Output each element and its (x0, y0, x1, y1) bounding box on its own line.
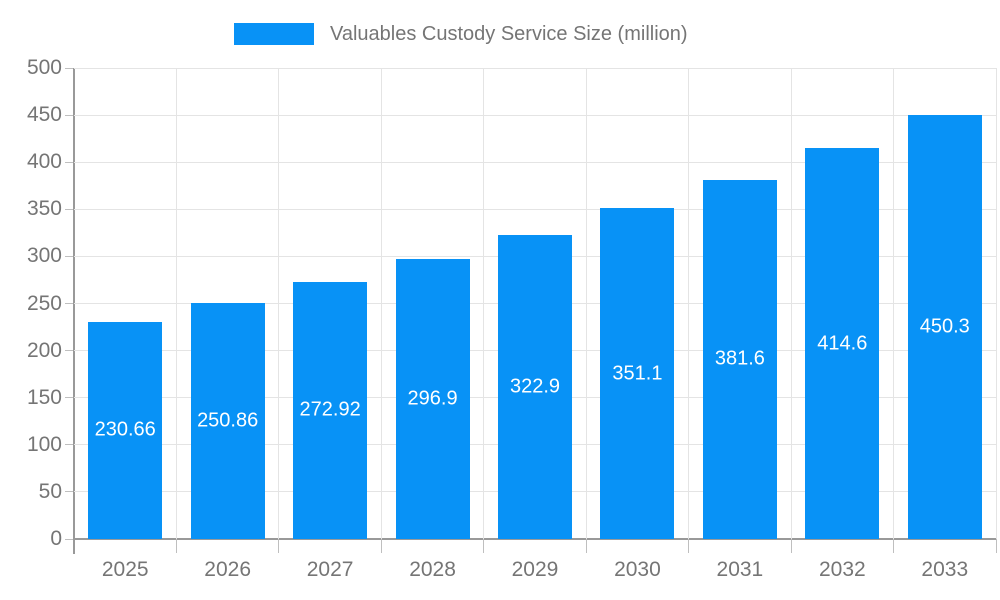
y-axis-tick (65, 350, 73, 352)
x-axis-tick-label: 2032 (818, 558, 866, 581)
gridline-vertical (483, 68, 485, 539)
gridline-vertical (790, 68, 792, 539)
gridline-horizontal (74, 161, 996, 163)
bar-value-label: 250.86 (197, 409, 259, 432)
x-axis-tick-label: 2033 (921, 558, 969, 581)
legend-item[interactable]: Valuables Custody Service Size (million) (234, 22, 688, 46)
y-axis-tick (65, 303, 73, 304)
legend-swatch (234, 23, 314, 45)
x-axis-tick (688, 539, 690, 553)
y-axis-tick-label: 200 (26, 338, 62, 362)
bar-value-label: 230.66 (94, 418, 156, 441)
bar-2033[interactable]: 450.3 (907, 114, 982, 539)
y-axis-tick-label: 0 (50, 527, 62, 550)
bar-2029[interactable]: 322.9 (498, 234, 572, 539)
x-axis-tick-label: 2030 (614, 558, 661, 581)
y-axis-tick-label: 250 (26, 291, 62, 315)
x-axis-tick (585, 539, 587, 553)
x-axis-tick (995, 539, 997, 553)
bar-2027[interactable]: 272.92 (293, 281, 368, 539)
x-axis-tick (175, 539, 177, 553)
x-axis-tick-label: 2029 (511, 558, 559, 581)
bar-value-label: 322.9 (509, 375, 561, 398)
gridline-horizontal (74, 114, 996, 116)
y-axis-tick (65, 114, 73, 116)
gridline-horizontal (74, 67, 996, 69)
legend-label: Valuables Custody Service Size (million) (330, 22, 688, 45)
y-axis-tick-label: 400 (26, 150, 62, 174)
bar-value-label: 450.3 (919, 315, 970, 338)
y-axis-tick-label: 350 (26, 197, 62, 221)
gridline-vertical (995, 68, 997, 539)
bar-2030[interactable]: 351.1 (600, 208, 675, 539)
x-axis-line (73, 538, 997, 540)
y-axis-tick (65, 208, 73, 210)
y-axis-tick (65, 161, 73, 163)
y-axis-tick (65, 538, 73, 540)
y-axis-tick (65, 444, 73, 446)
x-axis-tick (380, 539, 382, 553)
bar-2026[interactable]: 250.86 (190, 302, 265, 539)
y-axis-line (73, 68, 75, 554)
y-axis-tick-label: 100 (26, 432, 62, 456)
bar-value-label: 351.1 (612, 362, 663, 385)
bar-2031[interactable]: 381.6 (702, 179, 777, 539)
gridline-vertical (278, 68, 280, 539)
y-axis-tick-label: 150 (26, 385, 62, 409)
x-axis-tick-label: 2025 (101, 558, 149, 581)
y-axis-tick (65, 491, 73, 493)
y-axis-tick (65, 397, 73, 399)
bar-2032[interactable]: 414.6 (805, 148, 880, 539)
bar-value-label: 296.9 (407, 387, 458, 410)
gridline-vertical (585, 68, 587, 539)
y-axis-tick (65, 67, 73, 69)
gridline-vertical (688, 68, 690, 539)
y-axis-tick-label: 450 (26, 103, 62, 127)
gridline-vertical (175, 68, 177, 539)
x-axis-tick (893, 539, 895, 553)
x-axis-tick (790, 539, 792, 553)
x-axis-tick (483, 539, 485, 553)
x-axis-tick (278, 539, 280, 553)
plot-area: 230.66 250.86 272.92 296.9 322.9 351.1 381.6 41… (74, 67, 997, 539)
y-axis-tick-label: 300 (26, 244, 62, 268)
y-axis-tick (65, 255, 73, 257)
bar-2028[interactable]: 296.9 (395, 259, 470, 539)
gridline-vertical (893, 68, 895, 539)
gridline-vertical (380, 68, 382, 539)
gridline-horizontal (74, 208, 996, 210)
y-axis-tick-label: 50 (38, 479, 62, 503)
x-axis-tick-label: 2028 (409, 558, 456, 581)
x-axis-tick-label: 2026 (204, 558, 252, 581)
x-axis-tick-label: 2027 (306, 558, 354, 581)
bar-value-label: 414.6 (817, 332, 868, 355)
y-axis-tick-label: 500 (26, 56, 62, 79)
x-axis-tick-label: 2031 (716, 558, 764, 581)
bar-value-label: 381.6 (714, 347, 765, 370)
bar-2025[interactable]: 230.66 (88, 321, 163, 539)
bar-value-label: 272.92 (299, 398, 361, 421)
